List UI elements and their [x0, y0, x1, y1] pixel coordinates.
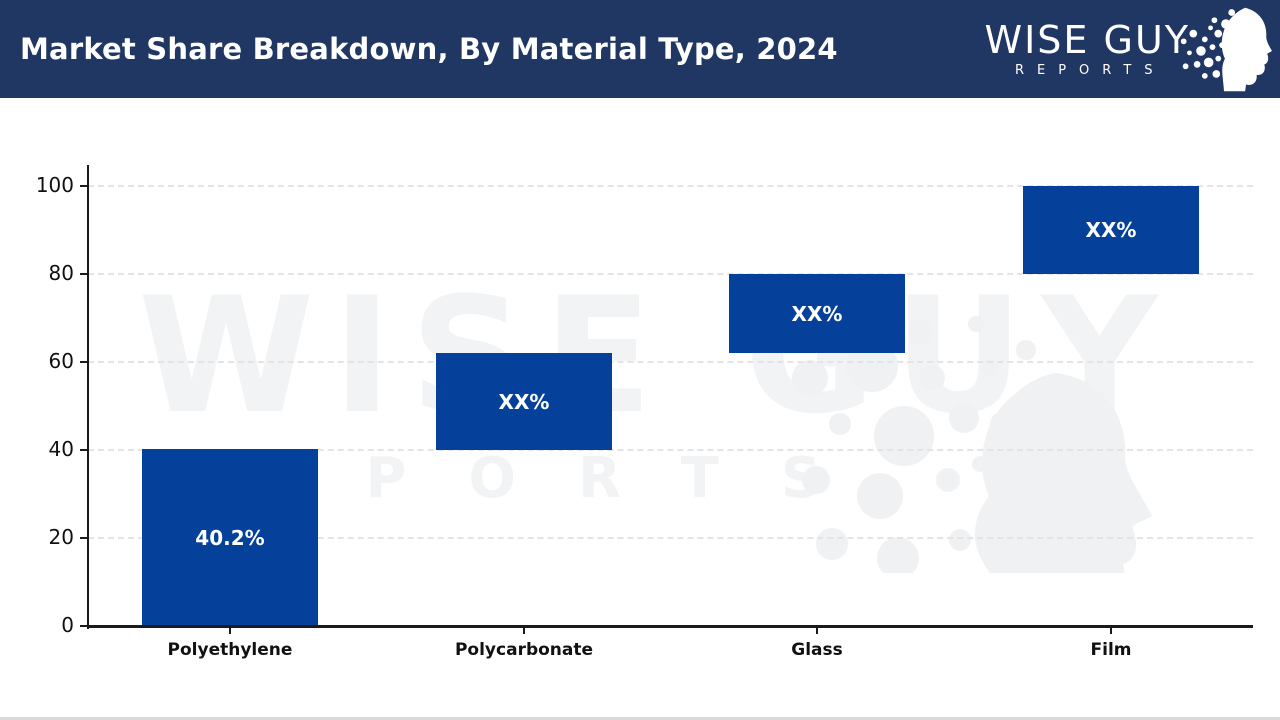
x-tick-mark [1110, 626, 1112, 634]
bottom-border [0, 717, 1280, 720]
bar: XX% [729, 274, 905, 354]
x-tick-label: Film [1090, 640, 1132, 660]
y-gridline [88, 361, 1253, 363]
x-axis-line [87, 625, 1253, 628]
y-tick-label: 40 [48, 437, 74, 461]
header-bar: Market Share Breakdown, By Material Type… [0, 0, 1280, 98]
y-tick-mark [80, 273, 88, 275]
bar: 40.2% [142, 449, 318, 626]
y-tick-label: 20 [48, 525, 74, 549]
x-tick-label: Glass [791, 640, 843, 660]
y-tick-mark [80, 361, 88, 363]
watermark-dot-head-icon [792, 316, 1152, 573]
x-tick-mark [523, 626, 525, 634]
bar: XX% [1023, 186, 1199, 274]
x-tick-mark [816, 626, 818, 634]
bar-value-label: XX% [498, 389, 550, 414]
y-tick-mark [80, 537, 88, 539]
x-tick-label: Polyethylene [167, 640, 293, 660]
y-tick-label: 100 [35, 173, 74, 197]
chart-area: WISE GUY REPORTS 0 20 40 60 80 100 40.2% Polyet… [0, 98, 1280, 717]
brand-subtitle: REPORTS [1014, 62, 1166, 78]
bar-value-label: XX% [791, 301, 843, 326]
y-gridline [88, 273, 1253, 275]
bar-value-label: 40.2% [195, 525, 265, 550]
y-tick-mark [80, 449, 88, 451]
brand-name: WISE GUY [984, 17, 1190, 62]
y-gridline [88, 185, 1253, 187]
brand-dot-head-icon [1180, 7, 1272, 92]
y-tick-mark [80, 185, 88, 187]
x-tick-label: Polycarbonate [454, 640, 594, 660]
y-tick-label: 0 [61, 613, 74, 637]
y-axis-line [87, 165, 89, 629]
brand-logo: WISE GUY REPORTS [985, 3, 1272, 95]
x-tick-mark [229, 626, 231, 634]
y-gridline [88, 449, 1253, 451]
watermark-wordmark: WISE GUY [138, 262, 1176, 449]
y-gridline [88, 537, 1253, 539]
y-tick-label: 60 [48, 349, 74, 373]
y-tick-mark [80, 625, 88, 627]
bar-value-label: XX% [1085, 218, 1137, 242]
y-tick-label: 80 [48, 261, 74, 285]
page-title: Market Share Breakdown, By Material Type… [20, 32, 838, 66]
bar: XX% [436, 353, 612, 450]
